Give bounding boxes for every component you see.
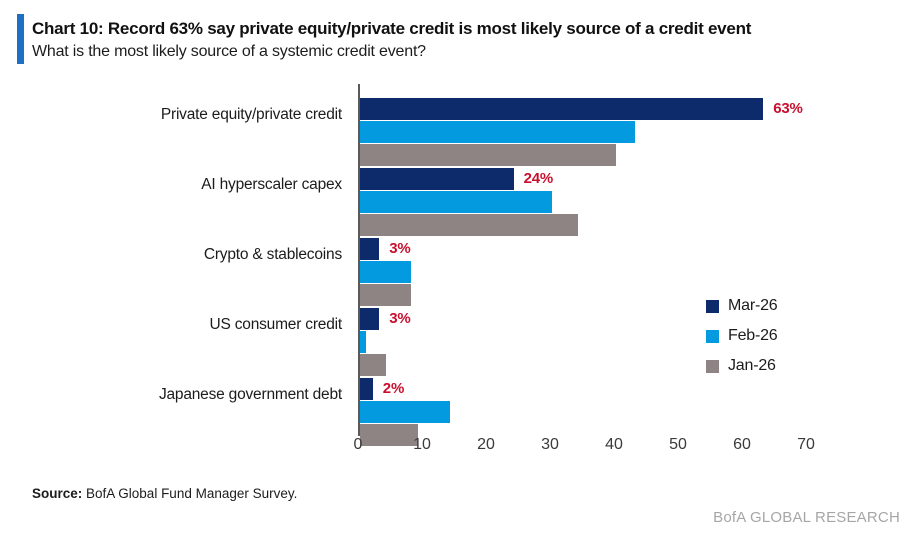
bar-jan26-1 [360,214,578,236]
bar-feb26-1 [360,191,552,213]
legend-label-feb26: Feb-26 [728,327,778,344]
source-text: BofA Global Fund Manager Survey. [82,486,298,501]
legend-item-feb26: Feb-26 [706,326,856,346]
category-label-1: AI hyperscaler capex [201,176,342,193]
legend-item-jan26: Jan-26 [706,356,856,376]
title-block: Chart 10: Record 63% say private equity/… [32,10,910,63]
xtick-1: 10 [413,436,431,453]
chart-header: Chart 10: Record 63% say private equity/… [0,0,910,64]
plot-area: Private equity/private credit AI hypersc… [0,84,910,446]
xtick-0: 0 [353,436,363,453]
bar-mar26-2 [360,238,380,260]
legend-label-mar26: Mar-26 [728,297,778,314]
bar-value-label-2: 3% [389,240,411,257]
xtick-7: 70 [797,436,815,453]
xtick-3: 30 [541,436,559,453]
category-label-4: Japanese government debt [158,386,342,403]
xtick-4: 40 [605,436,623,453]
bar-value-label-0: 63% [773,100,803,117]
bars-and-value-axis: 63% 24% 3% 3% 2% [358,84,818,446]
category-label-0: Private equity/private credit [160,106,342,123]
source-label: Source: [32,486,83,501]
chart-subtitle: What is the most likely source of a syst… [32,43,426,61]
watermark: BofA GLOBAL RESEARCH [713,509,900,526]
bar-jan26-0 [360,144,616,166]
bar-mar26-3 [360,308,380,330]
legend-swatch-feb26 [706,329,719,343]
value-axis-line [358,84,360,436]
source-note: Source: BofA Global Fund Manager Survey. [32,486,297,501]
bar-feb26-0 [360,121,636,143]
bar-value-label-3: 3% [389,310,411,327]
bar-jan26-4 [360,424,418,446]
category-axis-labels: Private equity/private credit AI hypersc… [0,84,350,436]
bar-feb26-4 [360,401,450,423]
value-axis-ticks: 0 10 20 30 40 50 60 70 [354,436,828,462]
legend-swatch-jan26 [706,359,719,373]
page-title: Chart 10: Record 63% say private equity/… [32,19,752,38]
legend-label-jan26: Jan-26 [728,357,776,374]
legend-swatch-mar26 [706,299,719,313]
bar-jan26-2 [360,284,412,306]
bar-mar26-4 [360,378,373,400]
category-label-3: US consumer credit [209,316,342,333]
xtick-5: 50 [669,436,687,453]
bar-feb26-2 [360,261,412,283]
legend-item-mar26: Mar-26 [706,296,856,316]
accent-bar [17,14,24,64]
category-label-2: Crypto & stablecoins [203,246,342,263]
xtick-6: 60 [733,436,751,453]
bar-mar26-0 [360,98,764,120]
bar-feb26-3 [360,331,367,353]
bar-value-label-1: 24% [523,170,554,187]
xtick-2: 20 [477,436,495,453]
bar-jan26-3 [360,354,386,376]
chart-legend: Mar-26 Feb-26 Jan-26 [706,296,856,386]
bar-value-label-4: 2% [382,380,405,397]
bar-mar26-1 [360,168,514,190]
